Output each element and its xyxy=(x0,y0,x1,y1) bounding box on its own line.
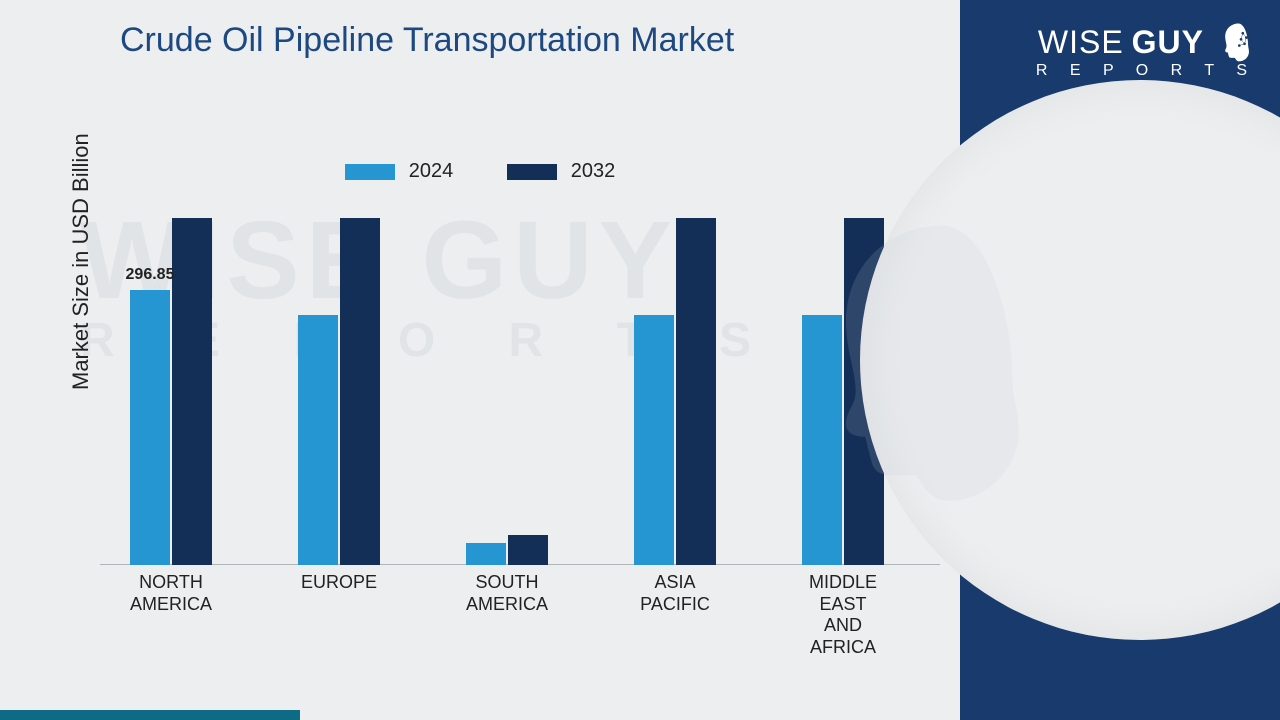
x-tick-label: MIDDLE EAST AND AFRICA xyxy=(773,572,913,658)
x-tick-label: SOUTH AMERICA xyxy=(437,572,577,615)
footer-accent-bar xyxy=(0,710,300,720)
brand-line2: R E P O R T S xyxy=(996,62,1256,80)
legend-swatch-2024 xyxy=(345,164,395,180)
brand-line1: WISE GUY xyxy=(1038,20,1256,64)
bar xyxy=(130,290,170,565)
brand-logo: WISE GUY R E P O R T S xyxy=(996,20,1256,80)
x-tick-label: EUROPE xyxy=(269,572,409,594)
bar xyxy=(298,315,338,565)
y-axis-label: Market Size in USD Billion xyxy=(68,133,94,390)
legend-item-2024: 2024 xyxy=(345,160,454,183)
bar xyxy=(340,218,380,565)
legend-label-2032: 2032 xyxy=(571,160,616,183)
brand-head-icon xyxy=(1212,20,1256,64)
legend: 2024 2032 xyxy=(0,160,960,186)
bar-value-label: 296.85 xyxy=(110,266,190,284)
bar xyxy=(508,535,548,565)
bar xyxy=(466,543,506,565)
legend-swatch-2032 xyxy=(507,164,557,180)
watermark-head-icon xyxy=(750,200,1070,520)
x-tick-label: NORTH AMERICA xyxy=(101,572,241,615)
legend-item-2032: 2032 xyxy=(507,160,616,183)
x-tick-label: ASIA PACIFIC xyxy=(605,572,745,615)
x-axis-labels: NORTH AMERICA EUROPE SOUTH AMERICA ASIA PAC… xyxy=(100,572,940,692)
brand-word-guy: GUY xyxy=(1132,24,1204,61)
brand-word-wise: WISE xyxy=(1038,24,1124,61)
bar xyxy=(634,315,674,565)
bar xyxy=(676,218,716,565)
legend-label-2024: 2024 xyxy=(409,160,454,183)
chart-title: Crude Oil Pipeline Transportation Market xyxy=(120,20,820,61)
